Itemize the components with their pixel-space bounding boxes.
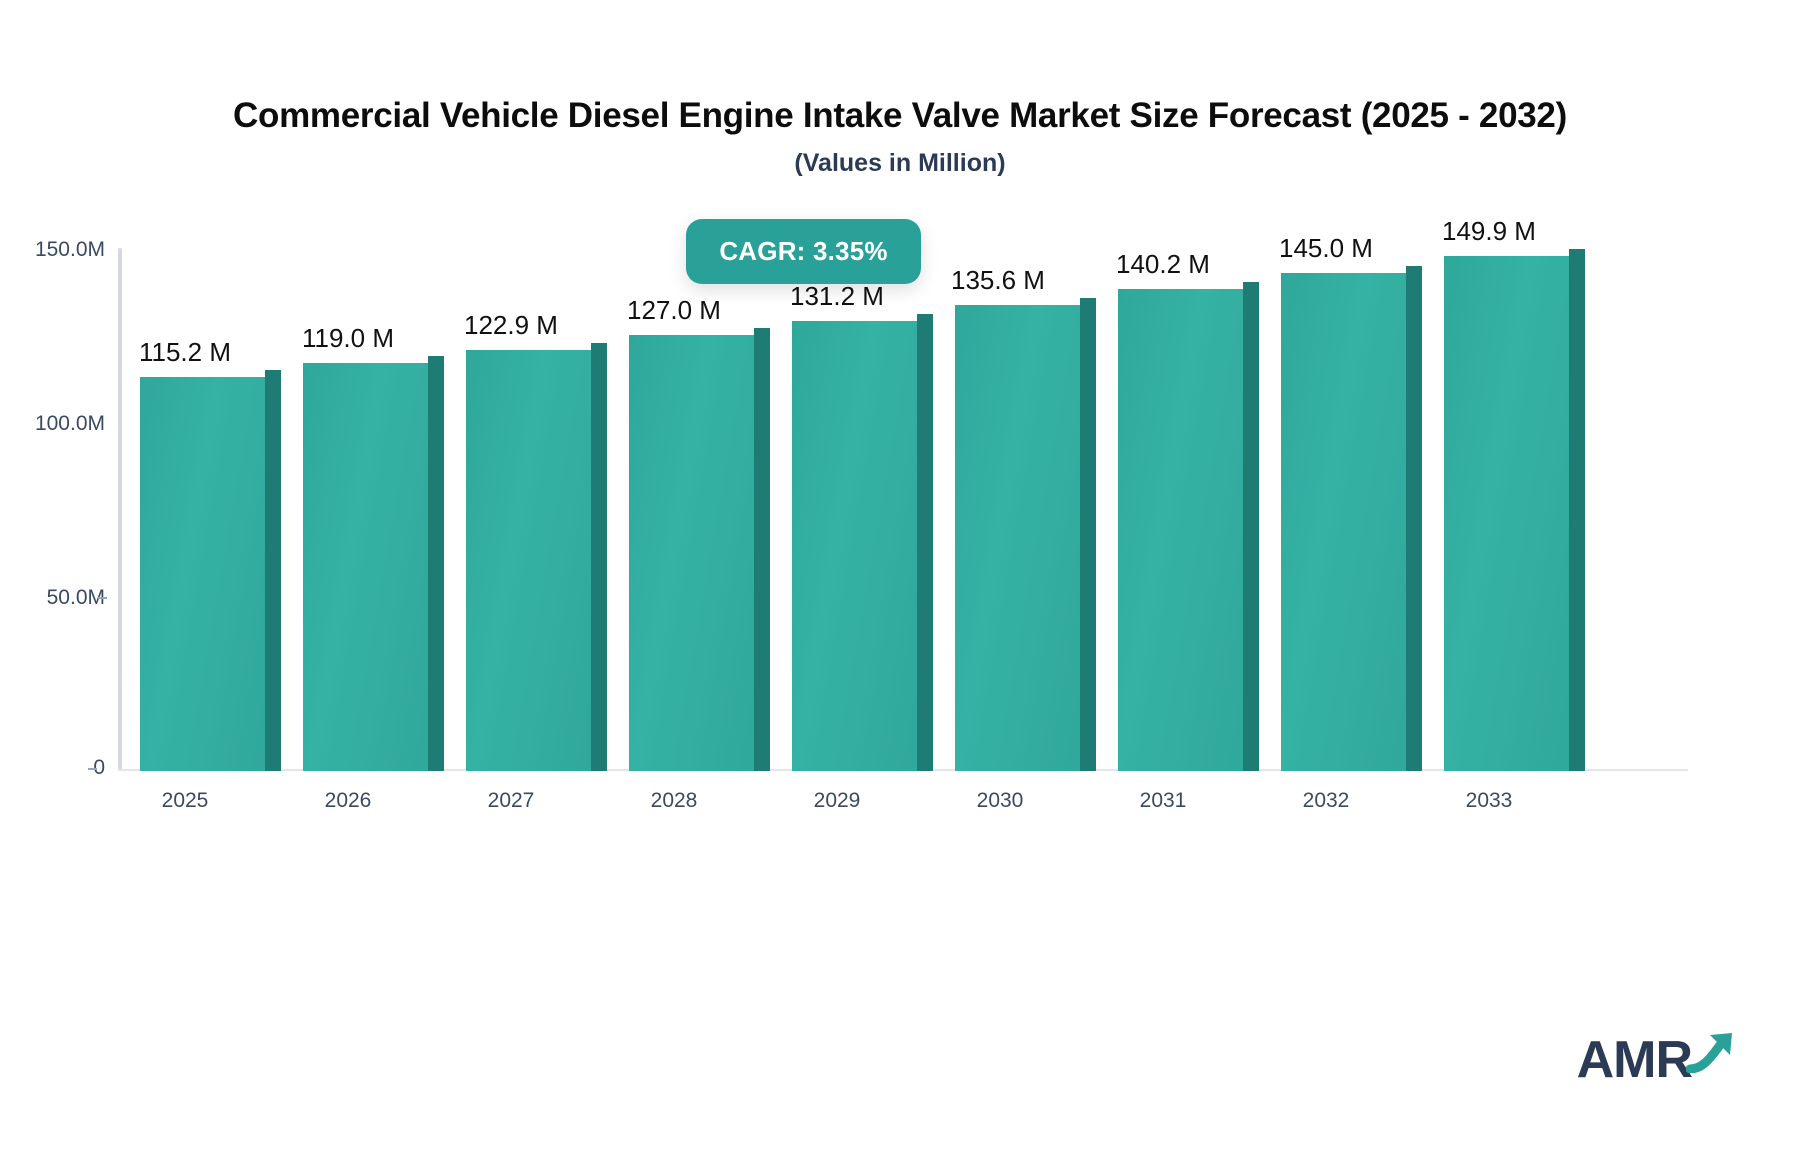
amr-logo: AMR [1577, 1029, 1740, 1086]
arrow-up-right-icon [1685, 1029, 1740, 1078]
bar-2029[interactable] [792, 314, 933, 771]
x-tick-label-2027: 2027 [487, 789, 535, 812]
bar-value-label-2025: 115.2 M [138, 337, 231, 367]
bar-value-label-2026: 119.0 M [301, 323, 394, 353]
bar-value-label-2032: 145.0 M [1279, 233, 1373, 263]
bar-value-label-2033: 149.9 M [1442, 216, 1536, 246]
bar-front-face [466, 350, 591, 771]
chart-subtitle: (Values in Million) [794, 149, 1006, 177]
chart-title: Commercial Vehicle Diesel Engine Intake … [233, 96, 1567, 135]
bar-side-face [1080, 298, 1096, 771]
bar-2025[interactable] [140, 370, 281, 771]
bar-2028[interactable] [629, 328, 770, 771]
bar-2033[interactable] [1444, 249, 1585, 771]
y-tick-label-100: 100.0M [34, 412, 105, 435]
y-axis-line [118, 248, 122, 771]
y-tick-label-50: 50.0M [46, 586, 105, 609]
bar-value-label-2027: 122.9 M [464, 310, 558, 340]
bar-series [118, 248, 1688, 771]
bar-front-face [1281, 273, 1406, 771]
bar-side-face [428, 356, 444, 771]
bar-side-face [1243, 282, 1259, 771]
bar-side-face [754, 328, 770, 771]
bar-2027[interactable] [466, 343, 607, 771]
bar-front-face [140, 377, 265, 771]
x-tick-label-2033: 2033 [1465, 789, 1513, 812]
x-tick-label-2030: 2030 [976, 789, 1024, 812]
x-tick-label-2028: 2028 [650, 789, 698, 812]
x-tick-label-2025: 2025 [161, 789, 209, 812]
plot-area [118, 248, 1688, 771]
x-tick-label-2032: 2032 [1302, 789, 1350, 812]
bar-side-face [591, 343, 607, 771]
y-tick-label-0: 0 [93, 756, 105, 779]
bar-value-label-2030: 135.6 M [951, 265, 1045, 295]
cagr-badge: CAGR: 3.35% [686, 219, 921, 284]
bar-front-face [955, 305, 1080, 771]
bar-front-face [303, 363, 428, 771]
y-tick-mark-0 [88, 768, 97, 770]
bar-value-label-2028: 127.0 M [627, 295, 721, 325]
x-tick-label-2026: 2026 [324, 789, 372, 812]
bar-2030[interactable] [955, 298, 1096, 771]
bar-side-face [917, 314, 933, 771]
y-tick-mark-50 [98, 597, 107, 599]
bar-front-face [1118, 289, 1243, 771]
amr-logo-text: AMR [1576, 1031, 1693, 1089]
x-tick-label-2029: 2029 [813, 789, 861, 812]
bar-side-face [265, 370, 281, 771]
bar-side-face [1406, 266, 1422, 771]
y-tick-label-150: 150.0M [34, 238, 105, 261]
bar-value-label-2031: 140.2 M [1116, 249, 1210, 279]
bar-value-label-2029: 131.2 M [790, 281, 884, 311]
cagr-badge-label: CAGR: 3.35% [719, 236, 888, 266]
bar-front-face [629, 335, 754, 771]
bar-2032[interactable] [1281, 266, 1422, 771]
bar-2026[interactable] [303, 356, 444, 771]
bar-front-face [792, 321, 917, 771]
bar-front-face [1444, 256, 1569, 771]
bar-2031[interactable] [1118, 282, 1259, 771]
x-tick-label-2031: 2031 [1139, 789, 1187, 812]
bar-side-face [1569, 249, 1585, 771]
